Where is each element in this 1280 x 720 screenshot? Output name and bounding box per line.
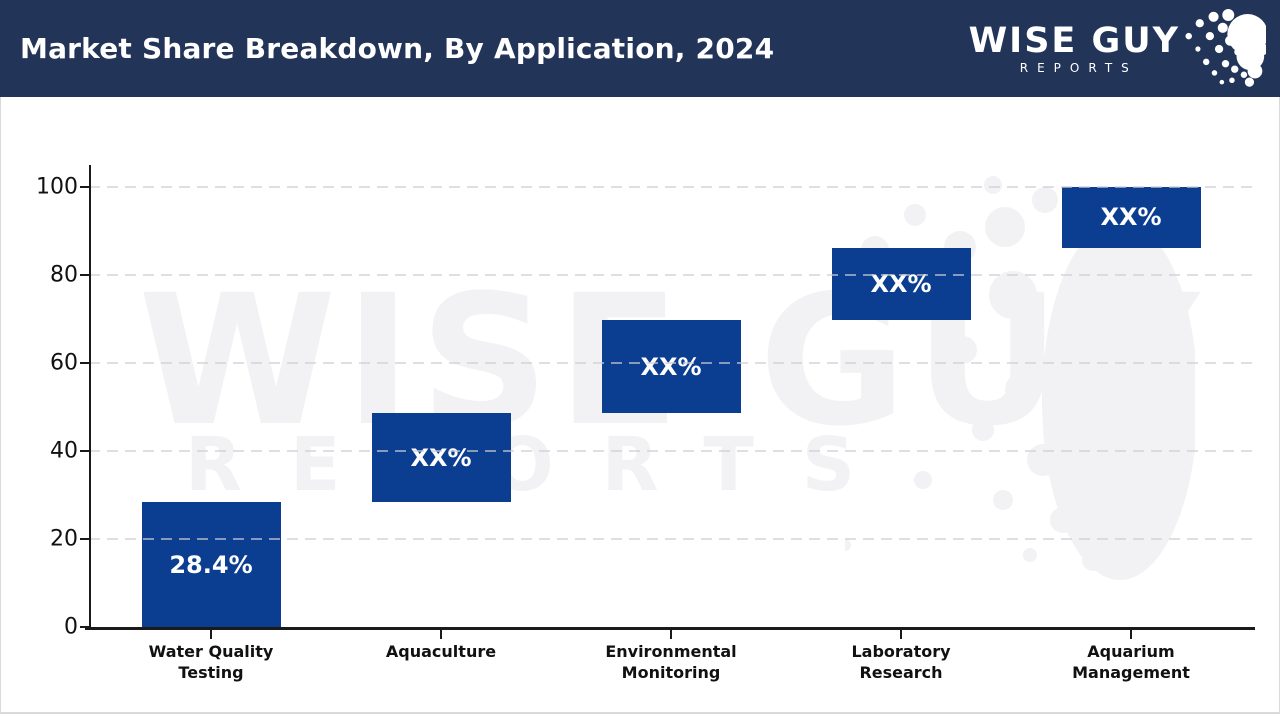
- y-tick-label-40: 40: [50, 438, 78, 464]
- bar-aquarium-management[interactable]: XX%: [1061, 187, 1201, 248]
- brand-name: WISE GUY: [968, 20, 1180, 61]
- y-tick-label-100: 100: [36, 174, 78, 200]
- gridline-20: [89, 538, 1255, 540]
- gridline-80: [89, 274, 1255, 276]
- bar-aquaculture[interactable]: XX%: [371, 413, 511, 503]
- bar-laboratory-research[interactable]: XX%: [831, 247, 971, 321]
- y-tick-100: [80, 186, 89, 188]
- x-category-label-water-quality-testing: Water Quality Testing: [148, 642, 274, 682]
- y-tick-label-60: 60: [50, 350, 78, 376]
- x-axis-line: [85, 627, 1255, 630]
- x-category-label-aquarium-management: Aquarium Management: [1072, 642, 1190, 682]
- x-tick-aquarium-management: [1130, 630, 1132, 639]
- gridline-100: [89, 186, 1255, 188]
- y-tick-80: [80, 274, 89, 276]
- bar-value-label: 28.4%: [169, 550, 253, 579]
- gridline-40: [89, 450, 1255, 452]
- brand-logo-text: WISE GUY REPORTS: [969, 23, 1180, 75]
- x-category-label-environmental-monitoring: Environmental Monitoring: [605, 642, 737, 682]
- bar-value-label: XX%: [640, 352, 702, 381]
- x-category-label-laboratory-research: Laboratory Research: [851, 642, 951, 682]
- brand-face-icon: [1185, 8, 1266, 87]
- brand-logo: WISE GUY REPORTS: [969, 6, 1266, 92]
- bar-value-label: XX%: [1100, 203, 1162, 232]
- x-category-label-aquaculture: Aquaculture: [385, 642, 497, 661]
- x-tick-aquaculture: [440, 630, 442, 639]
- page-title: Market Share Breakdown, By Application, …: [20, 32, 775, 65]
- x-tick-water-quality-testing: [210, 630, 212, 639]
- gridline-60: [89, 362, 1255, 364]
- header-bar: Market Share Breakdown, By Application, …: [0, 0, 1280, 97]
- y-tick-40: [80, 450, 89, 452]
- bar-water-quality-testing[interactable]: 28.4%: [141, 502, 281, 627]
- x-tick-environmental-monitoring: [670, 630, 672, 639]
- y-tick-20: [80, 538, 89, 540]
- bar-value-label: XX%: [410, 443, 472, 472]
- y-tick-label-0: 0: [64, 614, 78, 640]
- brand-subtitle: REPORTS: [1019, 60, 1138, 75]
- y-tick-label-80: 80: [50, 262, 78, 288]
- x-tick-laboratory-research: [900, 630, 902, 639]
- y-tick-60: [80, 362, 89, 364]
- watermark-subtext: REPORTS: [185, 422, 904, 508]
- bar-environmental-monitoring[interactable]: XX%: [601, 320, 741, 414]
- y-tick-0: [80, 626, 89, 628]
- y-axis-line: [89, 165, 91, 630]
- y-tick-label-20: 20: [50, 526, 78, 552]
